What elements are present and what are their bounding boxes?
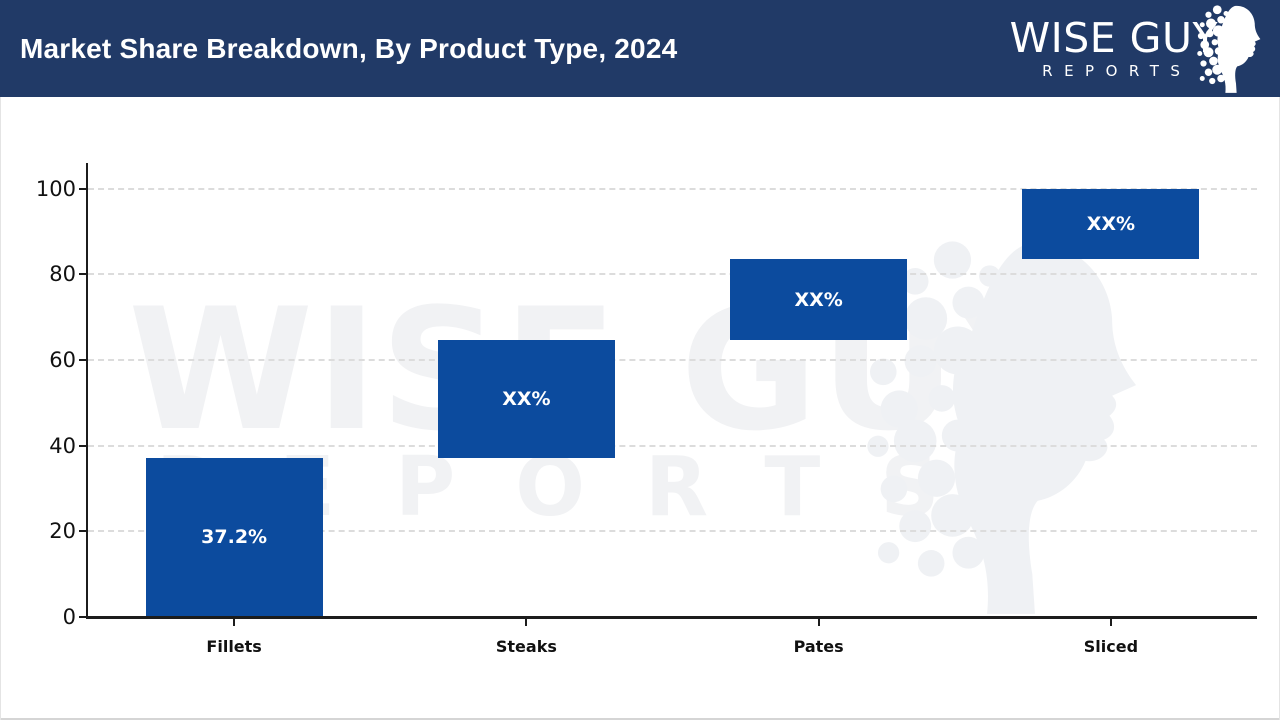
y-tick-label-40: 40 <box>49 433 76 458</box>
y-tick-mark-20 <box>79 530 86 533</box>
bar-sliced: XX% <box>1022 188 1200 259</box>
gridline-20 <box>88 530 1257 533</box>
y-tick-mark-0 <box>79 616 86 618</box>
wiseguy-logo-text: WISE GUY REPORTS <box>1009 14 1218 80</box>
y-tick-label-20: 20 <box>49 519 76 544</box>
wiseguy-logo: WISE GUY REPORTS <box>1010 1 1280 96</box>
bar-pates: XX% <box>730 258 908 341</box>
page-title: Market Share Breakdown, By Product Type,… <box>20 32 678 64</box>
x-tick-mark-pates <box>817 619 820 626</box>
y-axis-line <box>86 163 88 619</box>
gridline-80 <box>88 273 1257 276</box>
bar-value-label-steaks: XX% <box>502 387 551 410</box>
gridline-60 <box>88 359 1257 362</box>
gridline-100 <box>88 187 1257 190</box>
y-tick-mark-40 <box>79 444 86 447</box>
y-tick-mark-80 <box>79 273 86 276</box>
header-banner: Market Share Breakdown, By Product Type,… <box>0 0 1280 97</box>
y-tick-mark-60 <box>79 359 86 362</box>
x-tick-label-steaks: Steaks <box>495 637 557 656</box>
x-axis-line <box>86 616 1257 619</box>
y-tick-label-0: 0 <box>62 605 76 629</box>
chart-plot-area: 0 20 40 60 80 100 37.2% Fillets XX% Steaks XX% Pate… <box>36 163 1257 656</box>
x-tick-label-pates: Pates <box>793 637 844 656</box>
wiseguy-wordmark: WISE GUY <box>1009 14 1218 63</box>
bar-value-label-pates: XX% <box>794 288 843 311</box>
bar-value-label-sliced: XX% <box>1086 212 1136 235</box>
x-tick-mark-steaks <box>525 619 528 626</box>
gridline-40 <box>88 444 1257 447</box>
x-tick-mark-sliced <box>1109 619 1112 626</box>
bar-value-label-fillets: 37.2% <box>201 526 268 549</box>
y-tick-label-60: 60 <box>49 348 76 373</box>
y-tick-mark-100 <box>79 187 86 190</box>
bar-fillets: 37.2% <box>145 457 323 617</box>
wiseguy-subtext: REPORTS <box>1042 61 1192 80</box>
x-tick-mark-fillets <box>233 619 236 626</box>
x-tick-label-fillets: Fillets <box>206 637 262 656</box>
y-tick-label-80: 80 <box>49 262 76 287</box>
y-tick-label-100: 100 <box>35 176 76 201</box>
x-tick-label-sliced: Sliced <box>1083 637 1139 656</box>
bar-steaks: XX% <box>437 340 615 458</box>
